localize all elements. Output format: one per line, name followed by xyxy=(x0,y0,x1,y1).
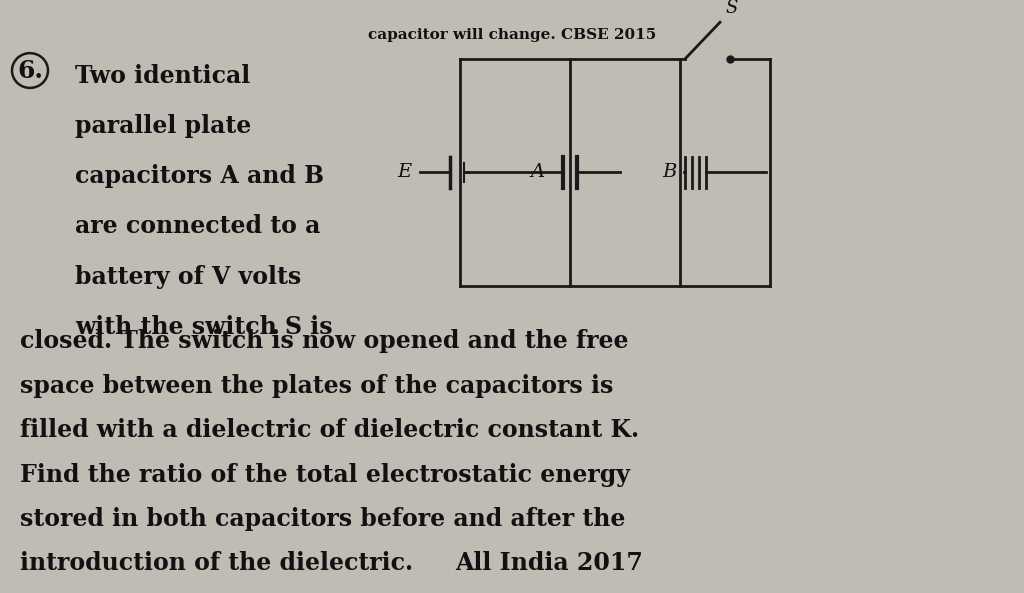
Text: capacitor will change. CBSE 2015: capacitor will change. CBSE 2015 xyxy=(368,28,656,42)
Text: A: A xyxy=(530,164,545,181)
Text: S: S xyxy=(725,0,737,17)
Text: stored in both capacitors before and after the: stored in both capacitors before and aft… xyxy=(20,507,626,531)
Text: B: B xyxy=(663,164,677,181)
Text: battery of V volts: battery of V volts xyxy=(75,264,301,289)
Text: 6.: 6. xyxy=(17,59,43,82)
Text: are connected to a: are connected to a xyxy=(75,215,321,238)
Text: closed. The switch is now opened and the free: closed. The switch is now opened and the… xyxy=(20,329,629,353)
Text: filled with a dielectric of dielectric constant K.: filled with a dielectric of dielectric c… xyxy=(20,418,639,442)
Text: with the switch S is: with the switch S is xyxy=(75,315,333,339)
Text: Find the ratio of the total electrostatic energy: Find the ratio of the total electrostati… xyxy=(20,463,630,487)
Text: parallel plate: parallel plate xyxy=(75,114,251,138)
Text: All India 2017: All India 2017 xyxy=(455,551,643,575)
Text: space between the plates of the capacitors is: space between the plates of the capacito… xyxy=(20,374,613,398)
Text: Two identical: Two identical xyxy=(75,64,250,88)
Text: E: E xyxy=(397,164,412,181)
Text: capacitors A and B: capacitors A and B xyxy=(75,164,324,188)
Text: introduction of the dielectric.: introduction of the dielectric. xyxy=(20,551,430,575)
